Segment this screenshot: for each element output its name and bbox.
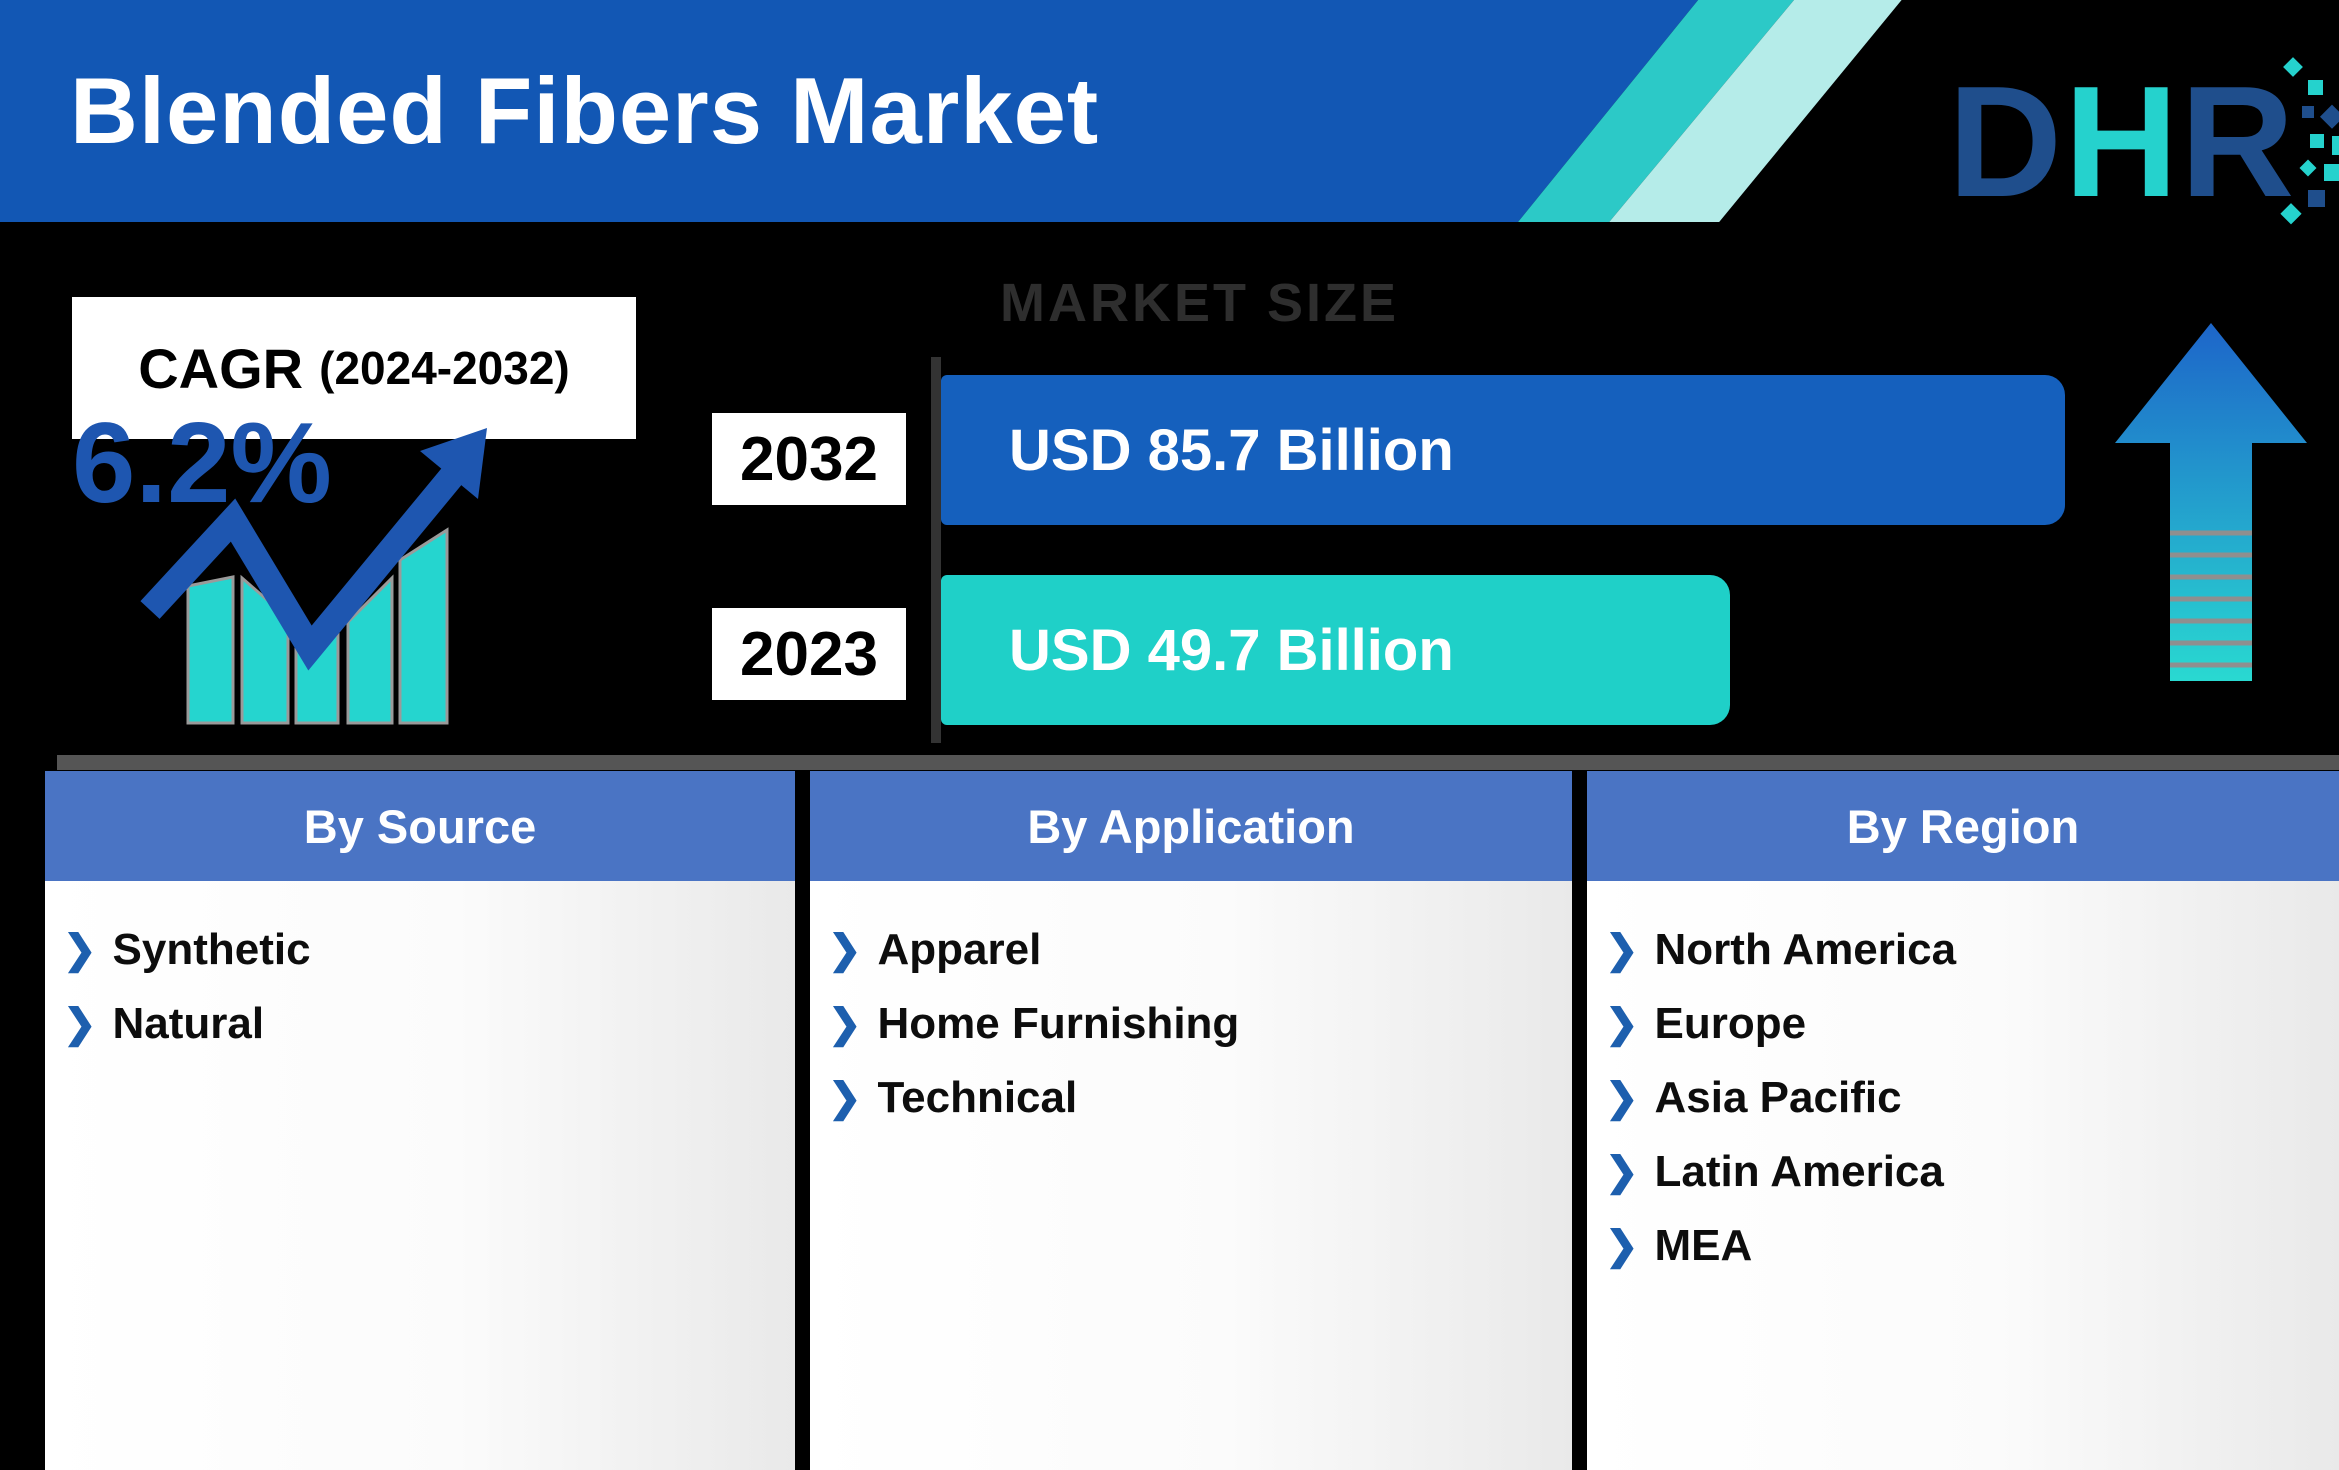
header-banner: Blended Fibers Market xyxy=(0,0,2339,222)
list-item-label: Latin America xyxy=(1654,1147,1944,1196)
list-item: ❯ Asia Pacific xyxy=(1605,1061,2339,1135)
list-item: ❯ Natural xyxy=(63,987,795,1061)
bar-2023-value: USD 49.7 Billion xyxy=(1009,617,1454,683)
banner-blue-background xyxy=(0,0,1699,222)
cagr-box: CAGR (2024-2032) xyxy=(72,297,636,439)
cagr-label: CAGR xyxy=(138,336,304,400)
up-arrow-icon xyxy=(2115,323,2307,681)
list-item-label: North America xyxy=(1654,925,1957,974)
column-header: By Source xyxy=(45,771,795,881)
bar-2023: USD 49.7 Billion xyxy=(941,575,1730,725)
list-item: ❯ North America xyxy=(1605,913,2339,987)
chevron-icon: ❯ xyxy=(63,1002,97,1046)
column-body: ❯ Apparel ❯ Home Furnishing ❯ Technical xyxy=(810,881,1572,1470)
cagr-range: (2024-2032) xyxy=(319,342,570,394)
list-item: ❯ Europe xyxy=(1605,987,2339,1061)
chevron-icon: ❯ xyxy=(1605,1076,1639,1120)
segment-column-source: By Source ❯ Synthetic ❯ Natural xyxy=(45,771,795,1470)
segment-column-region: By Region ❯ North America ❯ Europe ❯ Asi… xyxy=(1587,771,2339,1470)
list-item: ❯ MEA xyxy=(1605,1209,2339,1283)
list-item: ❯ Synthetic xyxy=(63,913,795,987)
cagr-value: 6.2% xyxy=(72,400,332,527)
chevron-icon: ❯ xyxy=(63,928,97,972)
chevron-icon: ❯ xyxy=(828,928,862,972)
logo-letter-r: R xyxy=(2180,54,2297,230)
list-item: ❯ Technical xyxy=(828,1061,1572,1135)
list-item-label: MEA xyxy=(1654,1221,1753,1270)
list-item-label: Asia Pacific xyxy=(1654,1073,1902,1122)
list-item-label: Natural xyxy=(112,999,265,1048)
chevron-icon: ❯ xyxy=(1605,928,1639,972)
chevron-icon: ❯ xyxy=(1605,1002,1639,1046)
chart-axis xyxy=(931,357,941,743)
bar-2032: USD 85.7 Billion xyxy=(941,375,2065,525)
market-size-heading: MARKET SIZE xyxy=(1000,273,1400,333)
chevron-icon: ❯ xyxy=(1605,1224,1639,1268)
growth-chart-icon xyxy=(140,428,487,725)
section-divider xyxy=(57,755,2339,770)
dhr-logo: D H R xyxy=(1948,62,2296,222)
chevron-icon: ❯ xyxy=(828,1002,862,1046)
list-item-label: Home Furnishing xyxy=(877,999,1240,1048)
column-header: By Application xyxy=(810,771,1572,881)
chevron-icon: ❯ xyxy=(828,1076,862,1120)
page-title: Blended Fibers Market xyxy=(70,58,1100,163)
list-item-label: Technical xyxy=(877,1073,1078,1122)
logo-sparkles-icon xyxy=(2280,57,2339,225)
bar-2032-value: USD 85.7 Billion xyxy=(1009,417,1454,483)
list-item-label: Europe xyxy=(1654,999,1807,1048)
list-item-label: Synthetic xyxy=(112,925,311,974)
segment-column-application: By Application ❯ Apparel ❯ Home Furnishi… xyxy=(810,771,1572,1470)
year-label-2023: 2023 xyxy=(712,608,906,700)
column-body: ❯ Synthetic ❯ Natural xyxy=(45,881,795,1470)
logo-letter-h: H xyxy=(2064,54,2181,230)
list-item: ❯ Latin America xyxy=(1605,1135,2339,1209)
column-header: By Region xyxy=(1587,771,2339,881)
list-item: ❯ Apparel xyxy=(828,913,1572,987)
chevron-icon: ❯ xyxy=(1605,1150,1639,1194)
list-item: ❯ Home Furnishing xyxy=(828,987,1572,1061)
column-body: ❯ North America ❯ Europe ❯ Asia Pacific … xyxy=(1587,881,2339,1470)
year-label-2032: 2032 xyxy=(712,413,906,505)
list-item-label: Apparel xyxy=(877,925,1042,974)
logo-letter-d: D xyxy=(1948,54,2065,230)
